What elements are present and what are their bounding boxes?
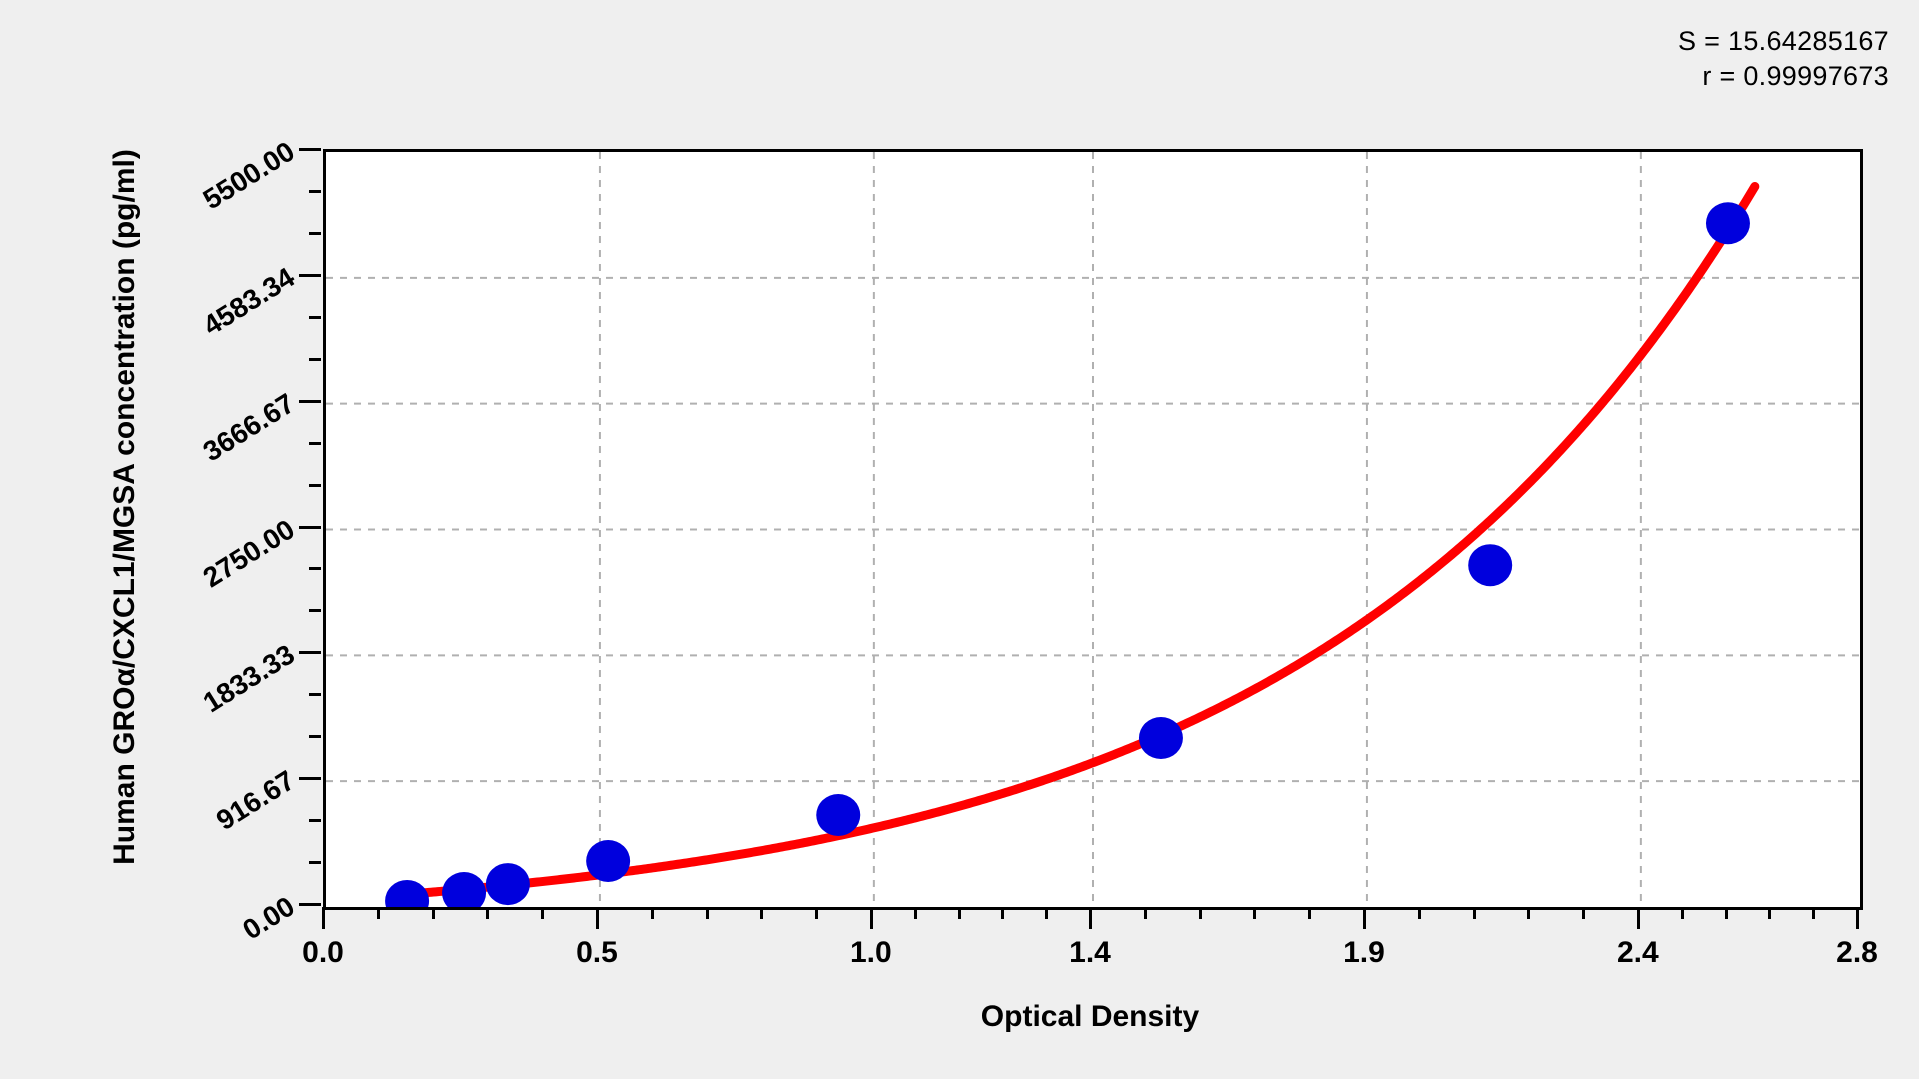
y-axis-tick-minor: [309, 315, 321, 319]
x-axis-tick-label: 0.5: [576, 936, 618, 969]
data-point: [816, 794, 861, 837]
x-axis-tick-minor: [541, 907, 545, 919]
y-axis-tick-minor: [309, 189, 321, 193]
y-axis-tick-label: 916.67: [210, 764, 300, 837]
data-point: [442, 872, 487, 907]
chart-canvas: [326, 152, 1860, 907]
x-axis-tick-minor: [1724, 907, 1728, 919]
data-point: [1705, 202, 1750, 245]
x-axis-tick-minor: [1812, 907, 1816, 919]
y-axis-title: Human GROα/CXCL1/MGSA concentration (pg/…: [108, 149, 141, 865]
y-axis-tick-major: [299, 525, 321, 529]
x-axis-tick-major: [1089, 907, 1092, 929]
x-axis-tick-minor: [1198, 907, 1202, 919]
x-axis-tick-minor: [376, 907, 380, 919]
s-value-text: S = 15.64285167: [1678, 26, 1889, 56]
x-axis-tick-minor: [1582, 907, 1586, 919]
x-axis-tick-minor: [486, 907, 490, 919]
x-axis-tick-label: 2.4: [1616, 936, 1659, 969]
y-axis-tick-label: 1833.33: [197, 638, 300, 719]
y-axis-tick-label: 3666.67: [197, 387, 300, 468]
x-axis-tick-minor: [957, 907, 961, 919]
data-point: [385, 879, 430, 907]
y-axis-tick-major: [299, 903, 321, 906]
x-axis-tick-minor: [760, 907, 764, 919]
x-axis-tick-minor: [705, 907, 709, 919]
x-axis-tick-major: [869, 907, 873, 929]
x-axis-tick-major: [595, 907, 599, 929]
x-axis-tick-minor: [913, 907, 917, 919]
statistics-annotation: S = 15.64285167 r = 0.99997673: [1678, 24, 1889, 93]
x-axis-tick-label: 0.0: [302, 936, 344, 969]
x-axis-tick-minor: [431, 907, 435, 919]
y-axis-tick-label: 0.00: [237, 890, 300, 946]
x-axis-title: Optical Density: [980, 1000, 1200, 1033]
x-axis-tick-minor: [1253, 907, 1257, 919]
y-axis-tick-minor: [309, 567, 321, 571]
data-point: [485, 863, 530, 906]
x-axis-tick-label: 1.0: [849, 936, 892, 969]
data-point: [586, 840, 631, 883]
y-axis-tick-minor: [309, 483, 321, 487]
data-point: [1138, 717, 1183, 760]
x-axis-tick-minor: [1527, 907, 1531, 919]
x-axis-tick-minor: [1417, 907, 1421, 919]
y-axis-tick-label: 5500.00: [197, 135, 300, 216]
x-axis-tick-minor: [1768, 907, 1772, 919]
y-axis-tick-major: [299, 148, 321, 151]
y-axis-tick-major: [299, 777, 321, 781]
y-axis-tick-major: [299, 651, 321, 655]
x-axis-tick-minor: [650, 907, 654, 919]
x-axis-tick-major: [1856, 907, 1859, 929]
y-axis-tick-minor: [309, 693, 321, 697]
x-axis-tick-label: 1.9: [1343, 936, 1385, 969]
x-axis-tick-minor: [1308, 907, 1312, 919]
data-point: [1468, 544, 1513, 587]
x-axis-tick-minor: [1472, 907, 1476, 919]
y-axis-tick-minor: [309, 441, 321, 445]
y-axis-tick-minor: [309, 735, 321, 739]
y-axis-tick-label: 4583.34: [197, 261, 300, 342]
x-axis-tick-major: [322, 907, 325, 929]
plot-area: [323, 149, 1863, 910]
y-axis-tick-minor: [309, 609, 321, 613]
x-axis-tick-minor: [1001, 907, 1005, 919]
x-axis-tick-minor: [1680, 907, 1684, 919]
plot-inner: [326, 152, 1860, 907]
y-axis-tick-minor: [309, 861, 321, 865]
x-axis-tick-minor: [1143, 907, 1147, 919]
x-axis-tick-major: [1636, 907, 1640, 929]
y-axis-tick-minor: [309, 819, 321, 823]
x-axis-tick-label: 2.8: [1836, 936, 1878, 969]
y-axis-tick-minor: [309, 357, 321, 361]
x-axis-tick-major: [1362, 907, 1366, 929]
y-axis-tick-minor: [309, 231, 321, 235]
y-axis-tick-major: [299, 273, 321, 277]
y-axis-tick-label: 2750.00: [197, 512, 300, 593]
x-axis-tick-minor: [815, 907, 819, 919]
r-value-text: r = 0.99997673: [1702, 60, 1889, 91]
x-axis-tick-label: 1.4: [1069, 936, 1111, 969]
x-axis-tick-minor: [1045, 907, 1049, 919]
y-axis-tick-major: [299, 399, 321, 403]
